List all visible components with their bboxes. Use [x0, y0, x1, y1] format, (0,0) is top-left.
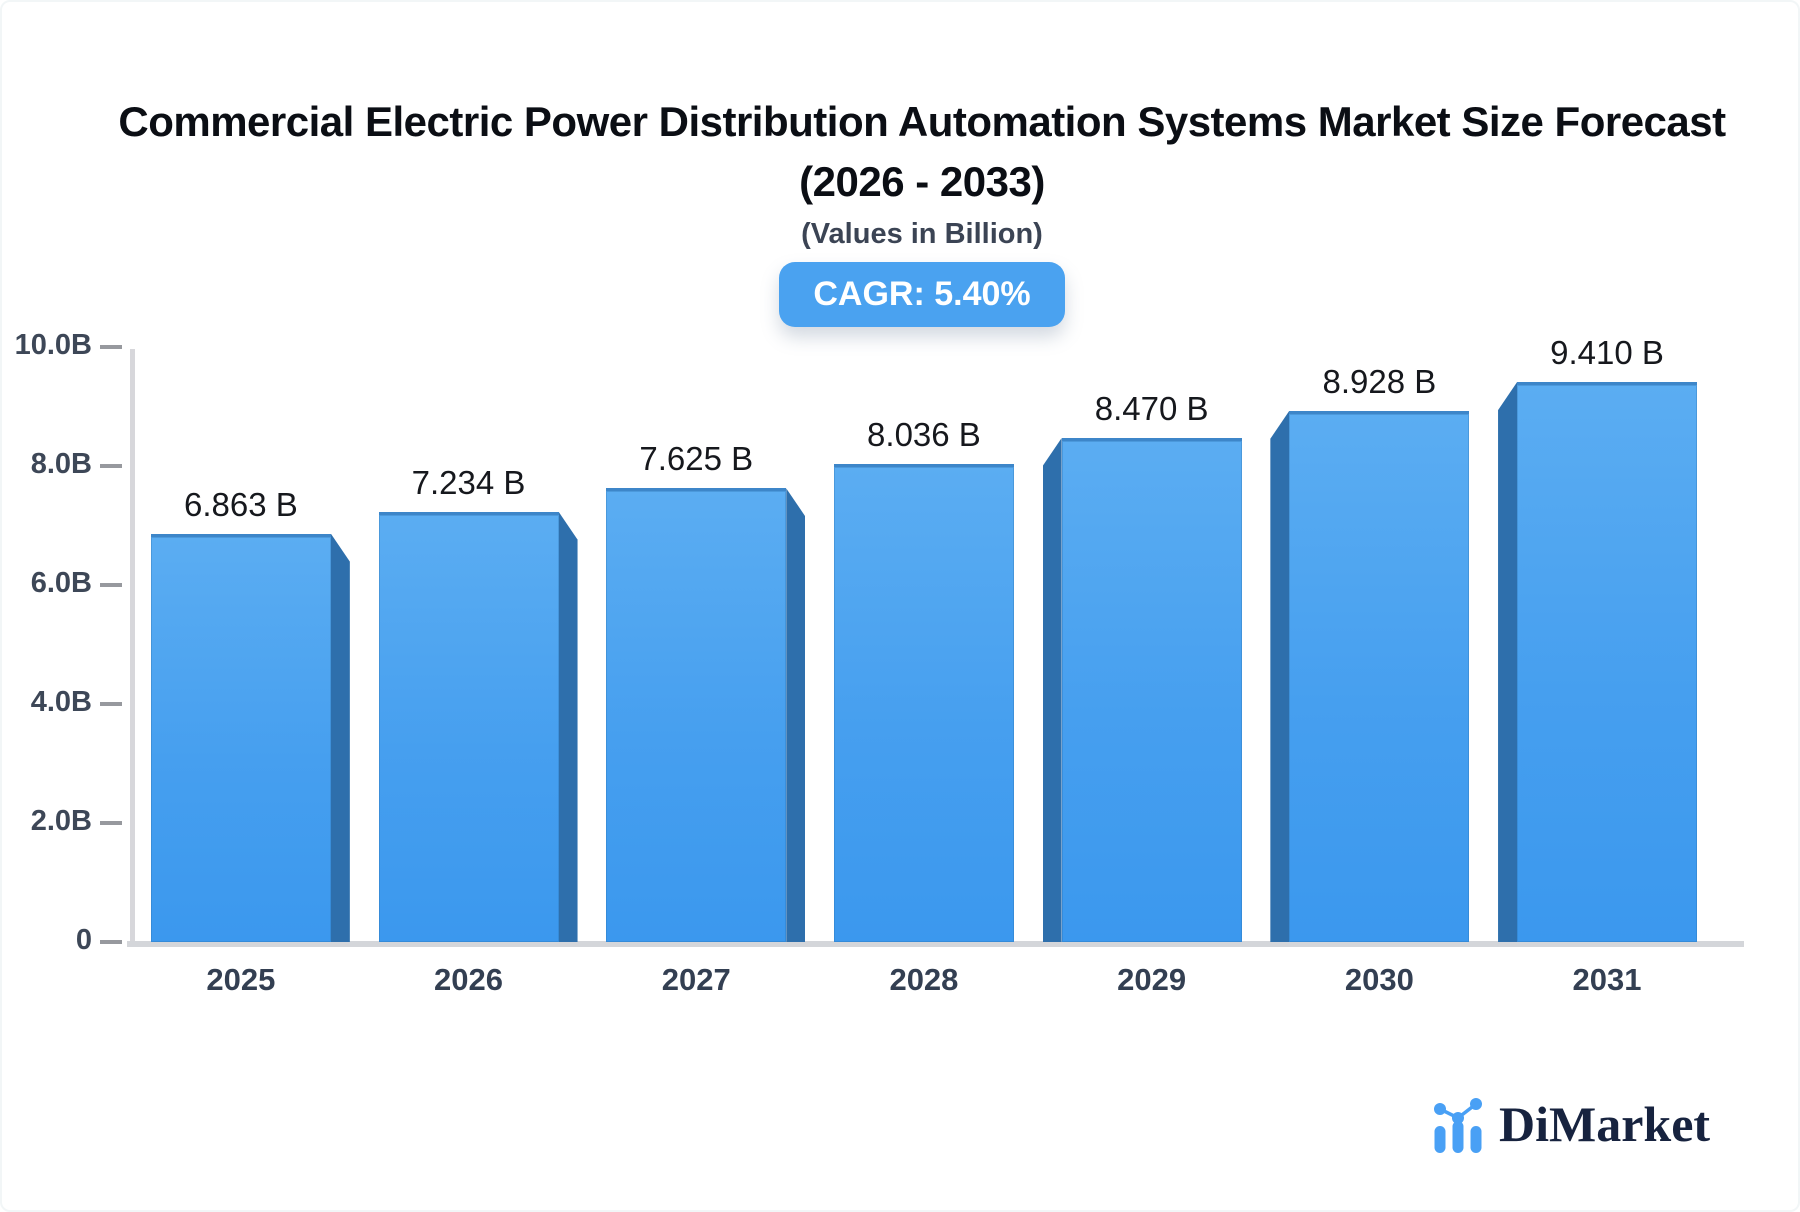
bar-3d-side	[558, 511, 578, 942]
chart-title-line2: (2026 - 2033)	[799, 158, 1045, 205]
x-axis-baseline	[127, 941, 1744, 947]
y-tick-dash	[100, 345, 122, 349]
bar-value-label: 8.036 B	[867, 415, 981, 453]
bar-2027[interactable]	[606, 488, 787, 942]
x-axis-label-2031: 2031	[1572, 962, 1642, 997]
x-axis-label-2028: 2028	[889, 962, 959, 997]
bar-2029[interactable]	[1061, 438, 1242, 942]
bar-value-label: 8.470 B	[1094, 390, 1209, 428]
y-axis-line	[130, 349, 135, 946]
x-axis-label-2027: 2027	[661, 962, 731, 997]
bar-2026[interactable]	[378, 511, 559, 942]
bar-3d-side	[786, 488, 806, 942]
y-tick-label: 10.0B	[14, 329, 92, 361]
bar-chart-trend-icon	[1434, 1098, 1482, 1153]
y-tick-dash	[100, 821, 122, 825]
y-tick-dash	[100, 702, 122, 706]
y-tick-label: 8.0B	[30, 448, 92, 480]
bar-2031[interactable]	[1517, 382, 1698, 942]
bar-3d-side	[330, 533, 350, 942]
x-axis-label-2025: 2025	[206, 962, 276, 997]
chart-subtitle: (Values in Billion)	[801, 218, 1043, 250]
x-axis-label-2029: 2029	[1117, 962, 1187, 997]
bar-value-label: 9.410 B	[1550, 334, 1664, 372]
y-tick-label: 2.0B	[30, 805, 92, 837]
bar-value-label: 7.234 B	[411, 463, 526, 501]
cagr-badge: CAGR: 5.40%	[779, 262, 1065, 327]
y-tick-dash	[100, 464, 122, 468]
bar-2030[interactable]	[1289, 410, 1470, 942]
bar-value-label: 6.863 B	[183, 485, 298, 523]
y-tick-dash	[100, 940, 122, 944]
dimarket-logo: DiMarket	[1430, 1094, 1710, 1154]
bar-2025[interactable]	[150, 533, 331, 942]
y-tick-label: 4.0B	[30, 686, 92, 718]
x-axis-label-2030: 2030	[1344, 962, 1414, 997]
logo-text: DiMarket	[1499, 1096, 1711, 1152]
y-tick-dash	[100, 583, 122, 587]
chart-header: Commercial Electric Power Distribution A…	[42, 92, 1798, 327]
x-axis-label-2026: 2026	[434, 962, 504, 997]
bar-3d-side	[1498, 382, 1518, 942]
bar-value-label: 7.625 B	[639, 440, 754, 478]
y-tick-label: 6.0B	[30, 567, 92, 599]
bar-value-label: 8.928 B	[1322, 362, 1437, 400]
bar-3d-side	[1042, 438, 1062, 942]
bar-2028[interactable]	[833, 463, 1014, 942]
bar-3d-side	[1270, 410, 1290, 942]
chart-title-line1: Commercial Electric Power Distribution A…	[118, 98, 1726, 145]
y-tick-label: 0	[75, 924, 92, 956]
